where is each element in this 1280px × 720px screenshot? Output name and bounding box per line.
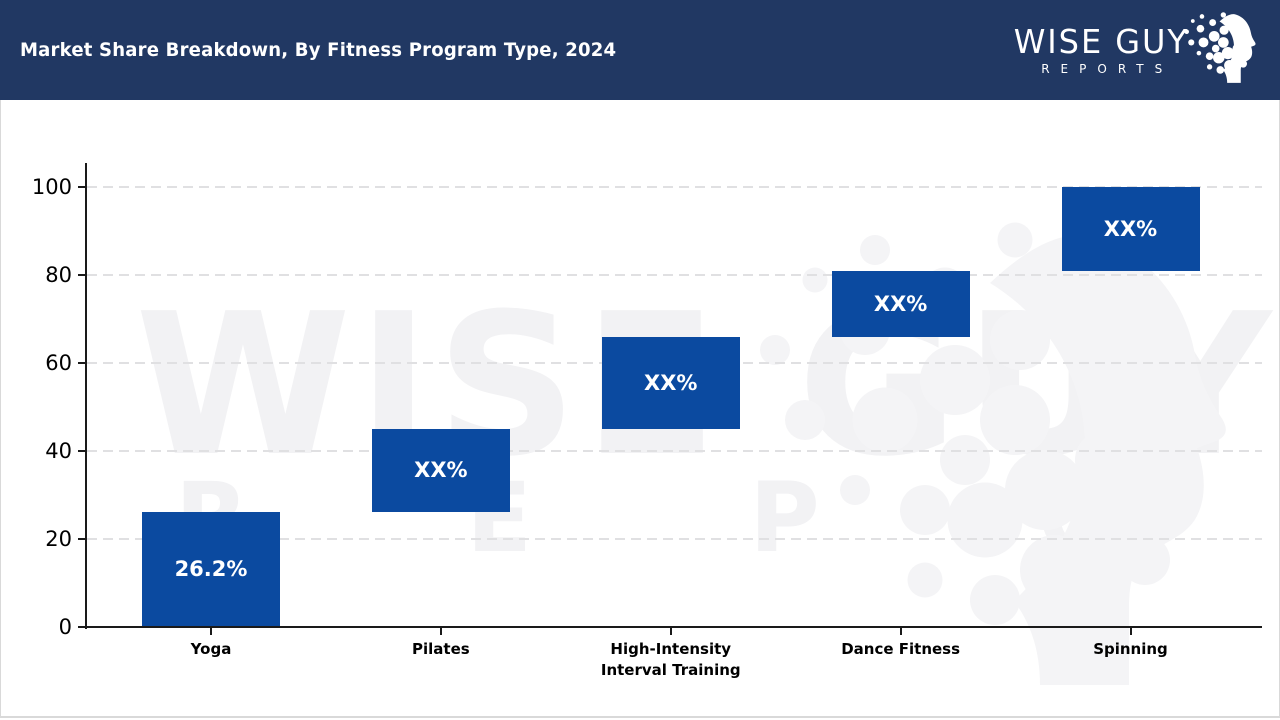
xtick-label-spinning: Spinning <box>1016 639 1246 660</box>
edge-hairline-left <box>0 100 1 716</box>
ytick-80 <box>78 274 85 276</box>
gridline-y-80 <box>87 274 1262 276</box>
xtick-label-high-intensity-interval-training: High-Intensity Interval Training <box>556 639 786 681</box>
gridline-y-20 <box>87 538 1262 540</box>
xtick-label-line: Interval Training <box>600 661 741 679</box>
xtick-label-dance-fitness: Dance Fitness <box>786 639 1016 660</box>
xtick-high-intensity-interval-training <box>669 628 672 635</box>
logo-head-icon <box>1184 12 1256 83</box>
xtick-label-line: Spinning <box>1093 640 1168 658</box>
brand-logo: WISE GUY REPORTS <box>1011 12 1260 87</box>
gridline-y-40 <box>87 450 1262 452</box>
x-axis-spine <box>85 626 1262 628</box>
bar-high-intensity-interval-training: XX% <box>601 336 740 429</box>
xtick-label-yoga: Yoga <box>96 639 326 660</box>
xtick-yoga <box>210 628 212 635</box>
xtick-dance-fitness <box>899 628 902 635</box>
ytick-label-60: 60 <box>45 351 72 375</box>
logo-wordmark: WISE GUY <box>1014 21 1190 61</box>
xtick-spinning <box>1129 628 1132 635</box>
gridline-y-100 <box>87 186 1262 188</box>
bar-value-label-high-intensity-interval-training: XX% <box>644 370 698 395</box>
edge-hairline-bottom <box>0 716 1280 718</box>
xtick-label-line: Pilates <box>412 640 470 658</box>
ytick-0 <box>78 626 85 628</box>
ytick-40 <box>78 450 85 452</box>
xtick-label-pilates: Pilates <box>326 639 556 660</box>
bar-value-label-yoga: 26.2% <box>174 557 248 582</box>
xtick-label-line: High-Intensity <box>610 640 732 658</box>
ytick-60 <box>78 362 85 364</box>
ytick-20 <box>78 538 85 540</box>
xtick-label-line: Yoga <box>190 640 232 658</box>
bar-value-label-spinning: XX% <box>1103 216 1158 241</box>
xtick-pilates <box>439 628 442 635</box>
page-title: Market Share Breakdown, By Fitness Progr… <box>20 39 617 61</box>
ytick-100 <box>78 186 85 188</box>
ytick-label-0: 0 <box>58 615 72 639</box>
bar-value-label-dance-fitness: XX% <box>873 291 928 316</box>
bar-value-label-pilates: XX% <box>414 458 468 483</box>
bar-dance-fitness: XX% <box>831 270 970 337</box>
y-axis-spine <box>85 163 87 629</box>
bar-pilates: XX% <box>371 429 510 512</box>
ytick-label-100: 100 <box>31 175 72 199</box>
header-bar: Market Share Breakdown, By Fitness Progr… <box>0 0 1280 100</box>
xtick-label-line: Dance Fitness <box>841 640 961 658</box>
logo-tagline: REPORTS <box>1041 61 1174 76</box>
ytick-label-20: 20 <box>45 527 72 551</box>
brand-logo-text: WISE GUY REPORTS <box>1011 25 1192 76</box>
ytick-label-40: 40 <box>45 439 72 463</box>
bar-yoga: 26.2% <box>142 511 280 627</box>
ytick-label-80: 80 <box>45 263 72 287</box>
bar-spinning: XX% <box>1061 187 1200 271</box>
